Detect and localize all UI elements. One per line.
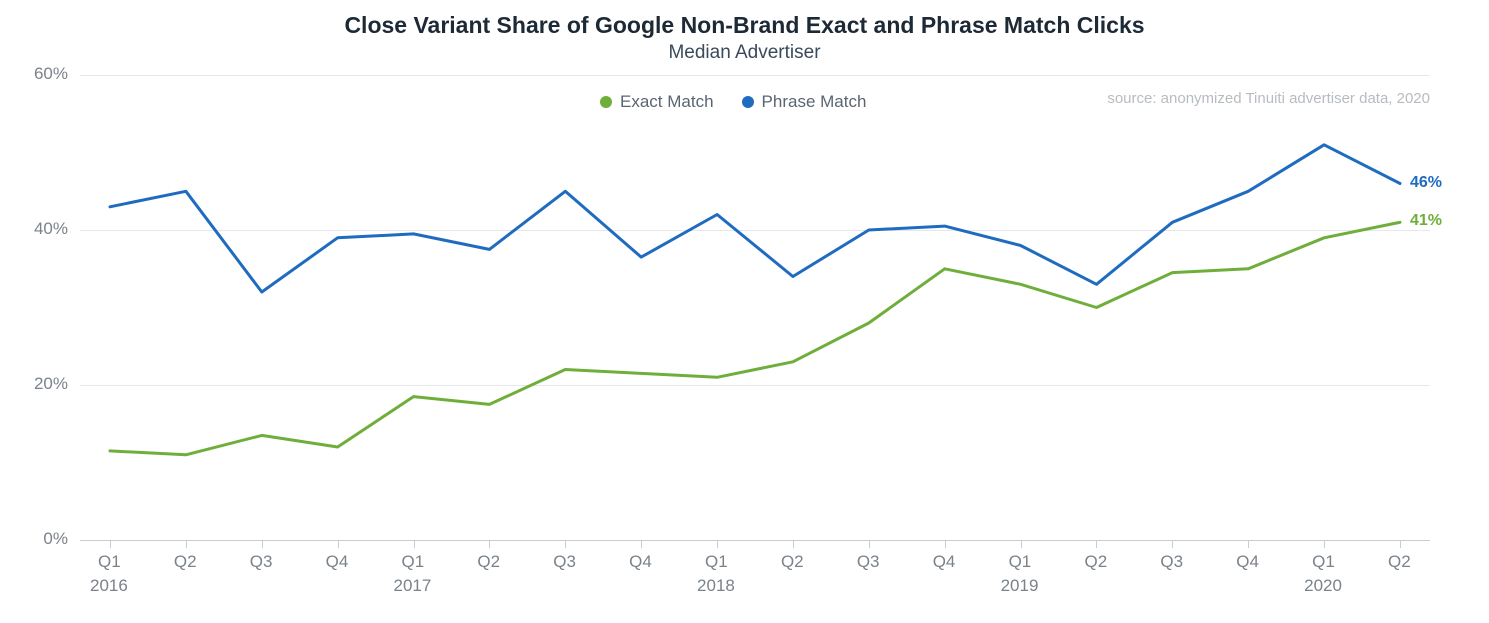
chart-container: Close Variant Share of Google Non-Brand … bbox=[0, 0, 1489, 623]
series-end-label: 46% bbox=[1410, 174, 1442, 192]
series-end-label: 41% bbox=[1410, 212, 1442, 230]
plot-area bbox=[0, 0, 1489, 623]
series-line bbox=[110, 222, 1400, 454]
